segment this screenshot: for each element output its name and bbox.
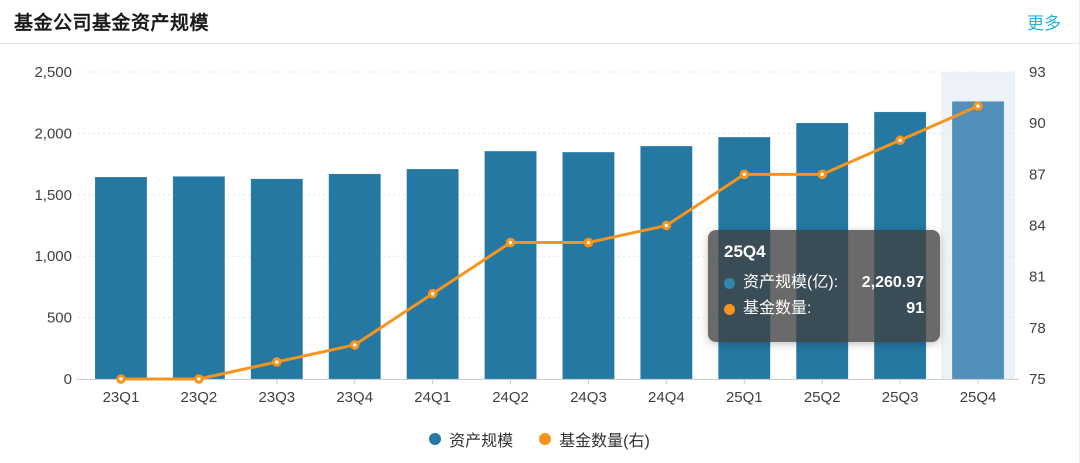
right-axis-tick-label: 81 <box>1029 269 1046 286</box>
bar-23Q2[interactable] <box>172 176 226 380</box>
x-axis-label-23Q2: 23Q2 <box>181 389 218 406</box>
line-point-center <box>742 172 746 177</box>
tooltip-title: 25Q4 <box>724 242 766 261</box>
bar-24Q1[interactable] <box>406 168 459 380</box>
x-axis-label-24Q3: 24Q3 <box>570 389 607 406</box>
x-axis-label-24Q2: 24Q2 <box>492 389 529 406</box>
chart-legend: 资产规模 基金数量(右) <box>0 424 1079 454</box>
right-axis-tick-label: 78 <box>1029 320 1046 337</box>
line-point-center <box>430 292 435 296</box>
right-axis-tick-label: 90 <box>1029 115 1046 132</box>
legend-count-label: 基金数量(右) <box>559 433 650 450</box>
bar-24Q4[interactable] <box>640 145 693 380</box>
line-point-center <box>586 240 591 245</box>
bar-23Q3[interactable] <box>250 178 304 380</box>
x-axis-label-23Q3: 23Q3 <box>258 389 295 406</box>
fund-count-line[interactable] <box>119 104 980 381</box>
bar-25Q4[interactable] <box>951 101 1005 380</box>
line-point-center <box>976 104 980 108</box>
left-axis-tick-label: 2,500 <box>34 64 72 81</box>
right-axis-tick-label: 87 <box>1029 166 1046 183</box>
left-axis-tick-label: 0 <box>64 371 72 388</box>
right-axis-tick-label: 84 <box>1029 218 1046 235</box>
legend-item-count[interactable]: 基金数量(右) <box>539 427 650 451</box>
legend-asset-dot-icon <box>429 433 442 445</box>
x-axis-label-23Q1: 23Q1 <box>103 389 140 406</box>
bar-23Q1[interactable] <box>94 176 148 380</box>
left-axis-tick-label: 2,000 <box>34 125 72 142</box>
asset-series-dot-icon <box>724 277 735 289</box>
x-axis-label-25Q1: 25Q1 <box>726 389 763 406</box>
right-axis-tick-label: 93 <box>1029 64 1046 81</box>
bar-24Q3[interactable] <box>562 151 615 380</box>
x-axis-label-25Q4: 25Q4 <box>960 389 997 406</box>
line-point-center <box>820 172 824 177</box>
tooltip-asset-label: 资产规模(亿): <box>743 274 839 291</box>
x-axis-label-25Q3: 25Q3 <box>882 389 919 406</box>
tooltip-row-count: 基金数量: 91 <box>724 296 924 322</box>
more-link[interactable]: 更多 <box>1027 14 1061 33</box>
line-point-center <box>353 343 357 347</box>
tooltip-row-asset: 资产规模(亿): 2,260.97 <box>724 270 924 296</box>
x-axis-label-23Q4: 23Q4 <box>336 389 373 406</box>
left-axis-tick-label: 1,500 <box>34 187 72 204</box>
chart-tooltip: 25Q4 资产规模(亿): 2,260.97 基金数量: 91 <box>708 230 940 342</box>
line-point-center <box>119 377 123 381</box>
x-axis-label-24Q1: 24Q1 <box>414 389 451 406</box>
x-axis-label-25Q2: 25Q2 <box>804 389 841 406</box>
right-axis-tick-label: 75 <box>1029 371 1046 388</box>
line-point-center <box>197 377 201 381</box>
tooltip-asset-value: 2,260.97 <box>861 274 924 291</box>
line-point-center <box>898 138 902 142</box>
line-point-center <box>275 360 279 364</box>
page-title: 基金公司基金资产规模 <box>14 13 210 34</box>
left-axis-tick-label: 500 <box>47 310 72 327</box>
legend-count-dot-icon <box>539 433 552 445</box>
tooltip-count-label: 基金数量: <box>743 300 812 317</box>
line-point-center <box>508 240 513 245</box>
left-axis-tick-label: 1,000 <box>34 248 72 265</box>
count-series-dot-icon <box>724 303 735 315</box>
legend-item-asset[interactable]: 资产规模 <box>429 427 513 451</box>
legend-asset-label: 资产规模 <box>449 433 514 450</box>
line-point-center <box>664 223 669 228</box>
bar-24Q2[interactable] <box>484 150 537 380</box>
card-header: 基金公司基金资产规模 更多 <box>0 0 1079 44</box>
x-axis-label-24Q4: 24Q4 <box>648 389 685 406</box>
tooltip-count-value: 91 <box>906 300 924 317</box>
